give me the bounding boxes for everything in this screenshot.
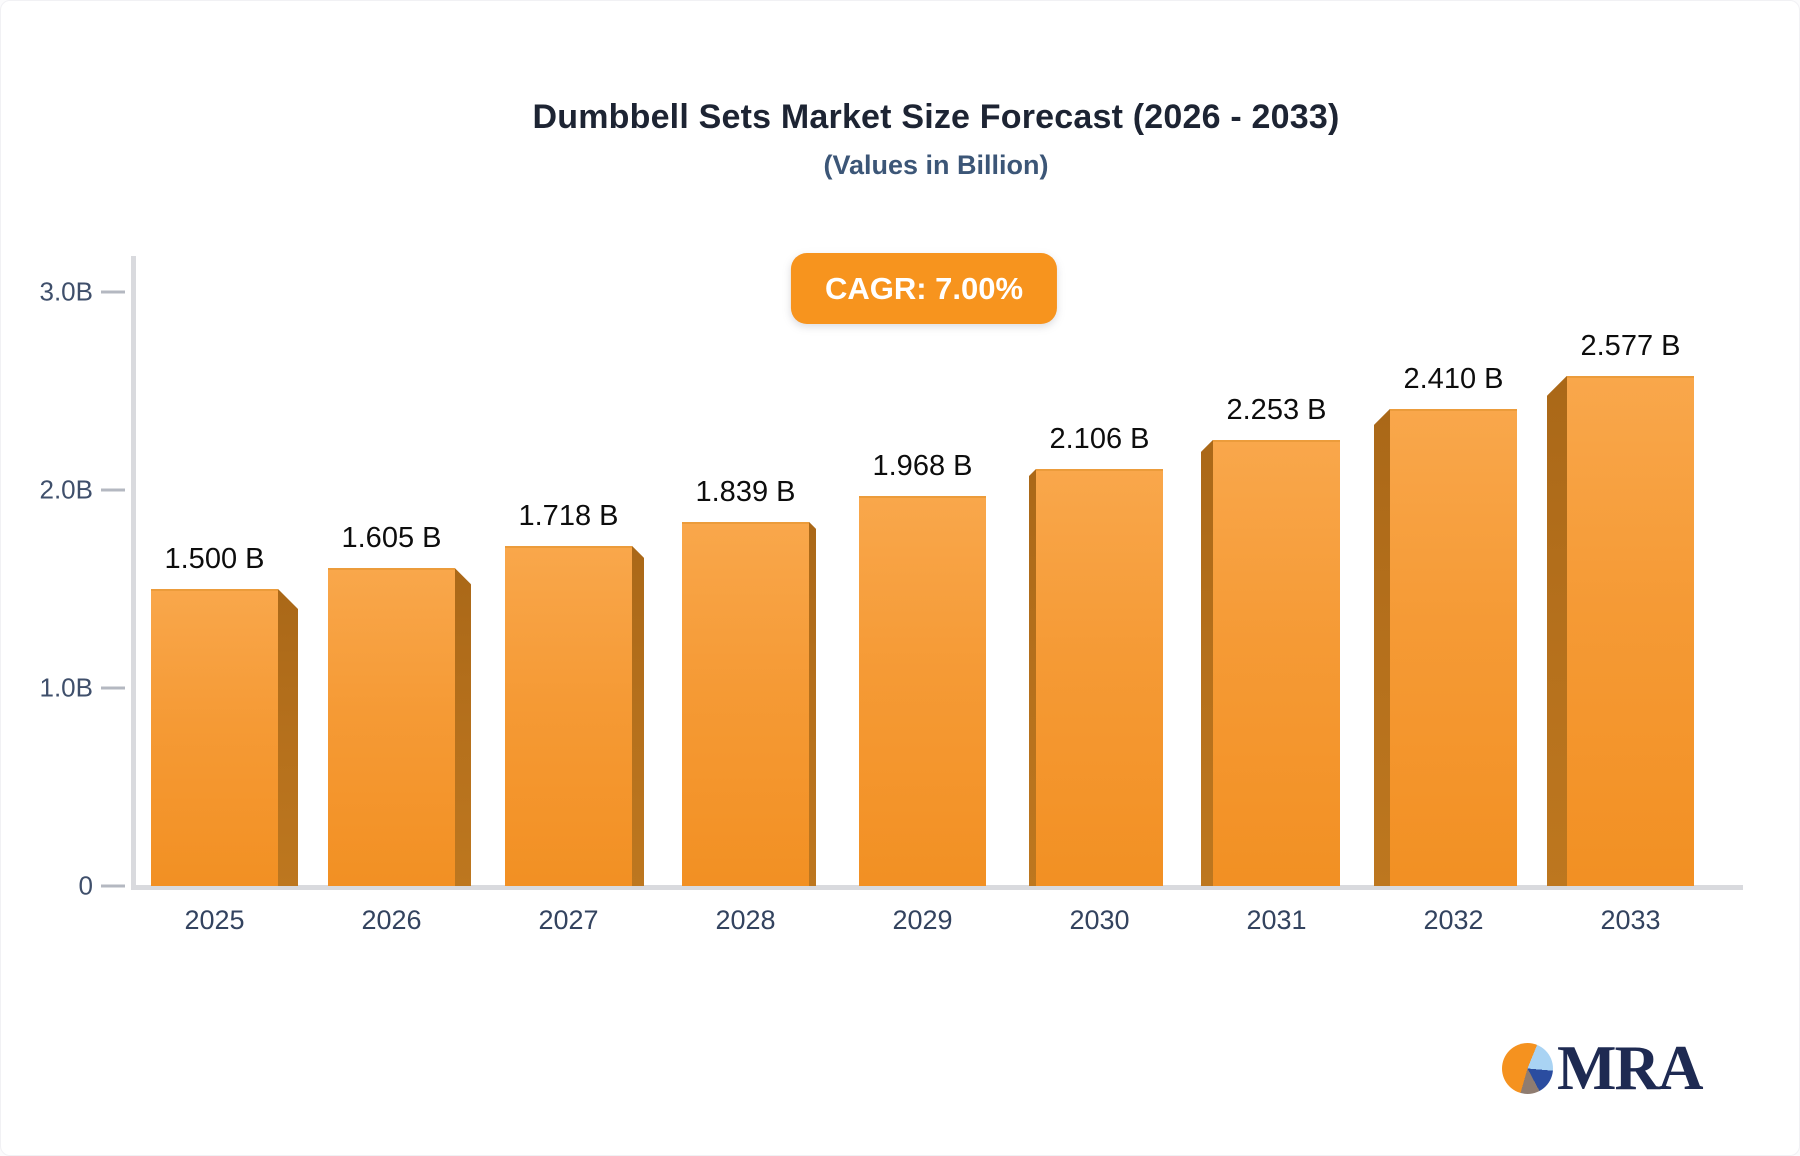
y-axis-tick-mark — [101, 488, 125, 492]
bar-3d-side-2028 — [809, 521, 816, 886]
bar-value-label-2031: 2.253 B — [1226, 393, 1327, 426]
y-axis-tick-label: 3.0B — [39, 276, 94, 307]
bar-2028 — [682, 521, 809, 886]
x-axis-label-2032: 2032 — [1423, 905, 1484, 935]
bar-3d-side-2032 — [1374, 408, 1390, 886]
pie-chart-logo-icon — [1502, 1042, 1553, 1094]
bar-3d-side-2033 — [1547, 375, 1567, 886]
y-axis-tick-mark — [101, 884, 125, 888]
x-axis-label-2029: 2029 — [892, 905, 953, 935]
x-axis-label-2026: 2026 — [361, 905, 422, 935]
y-axis-tick-label: 0 — [78, 870, 93, 901]
bar-3d-side-2026 — [455, 568, 471, 886]
bar-2025 — [151, 589, 278, 886]
bar-value-label-2029: 1.968 B — [872, 450, 973, 483]
bar-3d-side-2027 — [632, 545, 644, 886]
bar-2032 — [1390, 408, 1517, 886]
bar-2033 — [1567, 375, 1694, 886]
brand-logo: MRA — [1502, 1033, 1703, 1103]
x-axis-label-2025: 2025 — [184, 905, 245, 935]
bar-value-label-2028: 1.839 B — [695, 475, 796, 508]
bar-2027 — [505, 545, 632, 886]
x-axis-label-2028: 2028 — [715, 905, 776, 935]
bar-value-label-2026: 1.605 B — [341, 522, 442, 555]
x-axis-label-2033: 2033 — [1600, 905, 1661, 935]
bar-3d-side-2025 — [278, 589, 298, 886]
bar-value-label-2025: 1.500 B — [164, 543, 265, 575]
bar-2026 — [328, 568, 455, 886]
chart-subtitle: (Values in Billion) — [823, 150, 1049, 180]
x-axis-baseline — [131, 885, 1743, 890]
chart-title: Dumbbell Sets Market Size Forecast (2026… — [532, 98, 1340, 136]
brand-logo-text: MRA — [1557, 1033, 1703, 1103]
y-axis-tick-label: 2.0B — [39, 474, 94, 505]
bar-value-label-2027: 1.718 B — [518, 499, 619, 532]
y-axis-tick-mark — [101, 290, 125, 294]
y-axis-line — [131, 256, 136, 890]
bar-value-label-2030: 2.106 B — [1049, 423, 1150, 455]
y-axis-tick-label: 1.0B — [39, 672, 94, 703]
bar-3d-side-2031 — [1201, 439, 1213, 886]
bar-2031 — [1213, 439, 1340, 886]
cagr-badge: CAGR: 7.00% — [790, 253, 1058, 324]
bar-3d-side-2030 — [1029, 469, 1036, 886]
bar-value-label-2033: 2.577 B — [1580, 329, 1681, 362]
y-axis-tick-mark — [101, 686, 125, 690]
x-axis-label-2030: 2030 — [1069, 905, 1130, 935]
x-axis-label-2027: 2027 — [538, 905, 599, 935]
bar-2030 — [1036, 469, 1163, 886]
bar-2029 — [859, 496, 986, 886]
bar-value-label-2032: 2.410 B — [1403, 362, 1504, 395]
x-axis-label-2031: 2031 — [1246, 905, 1307, 935]
